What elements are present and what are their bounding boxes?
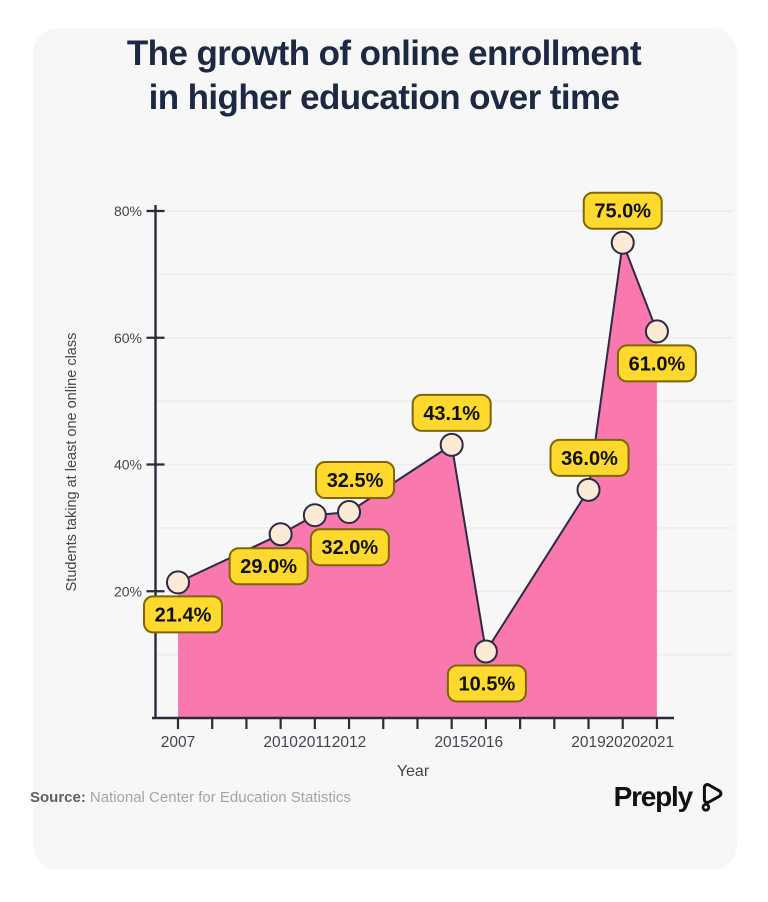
x-tick-label: 2020: [605, 734, 640, 751]
data-label-2020: 75.0%: [594, 201, 651, 223]
data-label-box-2020: [582, 191, 663, 230]
x-tick-label: 2007: [161, 734, 195, 751]
data-point-2015: [439, 432, 464, 457]
y-tick-label: 60%: [114, 330, 142, 346]
x-tick-label: 2019: [571, 734, 605, 751]
x-tick-label: 2021: [640, 734, 674, 751]
y-axis-title: Students taking at least one online clas…: [64, 333, 80, 592]
x-tick-label: 2015: [434, 734, 468, 751]
y-tick-label: 40%: [114, 457, 142, 473]
data-point-2020: [610, 230, 635, 255]
data-label-box-2012: [315, 461, 396, 500]
x-tick-label: 2010: [263, 734, 298, 751]
data-label-box-2016: [446, 664, 527, 703]
data-point-2021: [644, 319, 669, 344]
data-label-box-2007: [143, 595, 223, 634]
footer: Source: National Center for Education Sta…: [0, 767, 768, 827]
data-label-2007: 21.4%: [155, 604, 212, 626]
data-point-2016: [473, 639, 498, 664]
chart-title-line2: in higher education over time: [148, 78, 620, 117]
data-label-box-2010: [228, 547, 309, 586]
chart-title-line1: The growth of online enrollment: [126, 34, 642, 73]
area-fill: [178, 242, 657, 718]
data-label-2016: 10.5%: [459, 673, 516, 695]
data-label-2015: 43.1%: [423, 403, 480, 425]
data-label-2021: 61.0%: [629, 353, 686, 375]
data-point-2012: [337, 500, 362, 525]
preply-wordmark: Preply: [613, 781, 694, 812]
data-label-box-2019: [549, 438, 630, 477]
data-point-2007: [166, 570, 190, 595]
data-point-2011: [302, 503, 327, 528]
source-label: Source:: [30, 788, 86, 806]
y-tick-label: 80%: [114, 203, 142, 219]
x-tick-label: 2011: [298, 734, 331, 751]
chart-title: The growth of online enrollment in higher…: [0, 32, 768, 120]
data-label-2019: 36.0%: [561, 448, 618, 470]
y-tick-label: 20%: [114, 583, 142, 599]
data-label-2010: 29.0%: [240, 556, 297, 578]
x-tick-label: 2012: [332, 734, 366, 751]
x-axis-title: Year: [397, 763, 430, 780]
data-label-2012: 32.5%: [327, 470, 384, 492]
data-label-2011: 32.0%: [321, 537, 378, 559]
data-point-2019: [576, 477, 601, 502]
x-tick-label: 2016: [469, 734, 503, 751]
data-label-box-2021: [616, 344, 697, 383]
data-point-2010: [268, 522, 293, 547]
source-line: Source: National Center for Education Sta…: [30, 789, 351, 806]
source-text: National Center for Education Statistics: [89, 788, 351, 806]
preply-bubble-icon: [701, 782, 723, 812]
data-label-box-2015: [411, 393, 492, 432]
data-label-box-2011: [309, 528, 390, 567]
preply-logo: Preply: [614, 781, 724, 814]
